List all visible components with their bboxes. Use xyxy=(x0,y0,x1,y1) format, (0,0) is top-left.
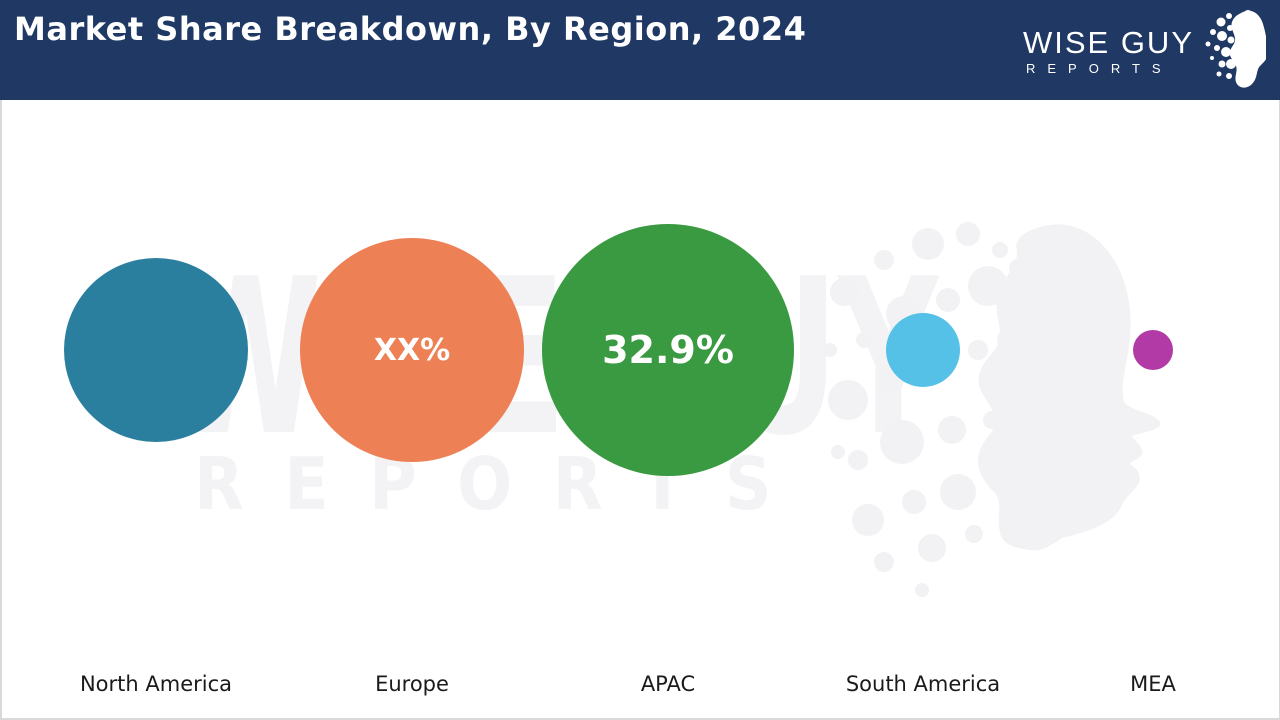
bubble-europe: XX% xyxy=(300,238,524,462)
category-label-mea: MEA xyxy=(1130,672,1176,696)
logo-subtitle: REPORTS xyxy=(1025,61,1173,76)
logo-wordmark: WISE GUY xyxy=(1022,25,1194,60)
category-label-north-america: North America xyxy=(79,672,233,696)
bubble-value-label: XX% xyxy=(373,332,451,368)
logo-face-icon xyxy=(1205,10,1266,88)
bubble-chart: WISE GUY REPORTS xyxy=(0,100,1280,720)
wise-guy-logo: WISE GUY REPORTS xyxy=(1023,8,1266,94)
header: Market Share Breakdown, By Region, 2024 … xyxy=(0,0,1280,100)
category-label-south-america: South America xyxy=(845,672,1001,696)
bubble-south-america xyxy=(886,313,960,387)
bubble-north-america xyxy=(64,258,248,442)
page-title: Market Share Breakdown, By Region, 2024 xyxy=(14,10,807,48)
category-label-europe: Europe xyxy=(375,672,449,696)
logo-text: WISE GUY REPORTS xyxy=(1022,25,1194,77)
bubble-value-label: 32.9% xyxy=(602,328,734,372)
bubble-apac: 32.9% xyxy=(542,224,794,476)
bubble-mea xyxy=(1133,330,1173,370)
category-label-apac: APAC xyxy=(640,672,696,696)
